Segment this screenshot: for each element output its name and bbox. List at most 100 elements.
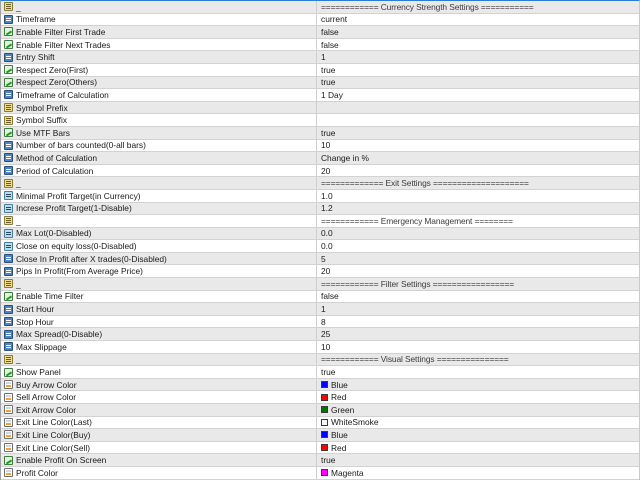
- parameter-name-cell[interactable]: Close In Profit after X trades(0-Disable…: [1, 252, 317, 265]
- table-row[interactable]: _ ============ Currency Strength Settings…: [1, 1, 639, 14]
- parameter-value-cell[interactable]: 20: [317, 265, 639, 277]
- table-row[interactable]: Respect Zero(Others) true: [1, 76, 639, 90]
- table-row[interactable]: _ ============ Visual Settings ==========…: [1, 353, 639, 367]
- parameter-value-cell[interactable]: true: [317, 64, 639, 76]
- parameter-value-cell[interactable]: true: [317, 77, 639, 89]
- parameter-name-cell[interactable]: Exit Line Color(Sell): [1, 441, 317, 454]
- parameter-name-cell[interactable]: Pips In Profit(From Average Price): [1, 265, 317, 278]
- parameter-name-cell[interactable]: Profit Color: [1, 466, 317, 479]
- parameter-name-cell[interactable]: Enable Filter Next Trades: [1, 38, 317, 51]
- parameter-name-cell[interactable]: Exit Line Color(Buy): [1, 429, 317, 441]
- parameter-value-cell[interactable]: 1 Day: [317, 89, 639, 101]
- parameter-name-cell[interactable]: Enable Filter First Trade: [1, 26, 317, 38]
- parameter-name-cell[interactable]: Max Spread(0-Disable): [1, 328, 317, 341]
- parameter-value-cell[interactable]: Red: [317, 442, 639, 454]
- parameter-name-cell[interactable]: Minimal Profit Target(in Currency): [1, 189, 317, 202]
- parameter-name-cell[interactable]: _: [1, 353, 317, 366]
- parameter-value-cell[interactable]: Magenta: [317, 467, 639, 479]
- table-row[interactable]: Symbol Suffix: [1, 114, 639, 127]
- table-row[interactable]: Close In Profit after X trades(0-Disable…: [1, 252, 639, 266]
- parameter-name-cell[interactable]: Show Panel: [1, 366, 317, 378]
- parameter-name-cell[interactable]: Symbol Prefix: [1, 101, 317, 114]
- parameter-name-cell[interactable]: Symbol Suffix: [1, 114, 317, 126]
- table-row[interactable]: Entry Shift 1: [1, 51, 639, 64]
- table-row[interactable]: Stop Hour 8: [1, 315, 639, 329]
- parameter-value-cell[interactable]: false: [317, 291, 639, 303]
- parameter-name-cell[interactable]: Entry Shift: [1, 51, 317, 63]
- parameter-name-cell[interactable]: Number of bars counted(0-all bars): [1, 139, 317, 152]
- parameter-value-cell[interactable]: 1.2: [317, 203, 639, 215]
- parameter-value-cell[interactable]: 8: [317, 316, 639, 328]
- parameter-value-cell[interactable]: true: [317, 454, 639, 466]
- parameter-name-cell[interactable]: Respect Zero(Others): [1, 76, 317, 89]
- parameter-value-cell[interactable]: [317, 102, 639, 114]
- parameter-name-cell[interactable]: Sell Arrow Color: [1, 391, 317, 403]
- table-row[interactable]: Exit Line Color(Buy) Blue: [1, 429, 639, 442]
- parameter-name-cell[interactable]: Timeframe of Calculation: [1, 89, 317, 101]
- parameter-name-cell[interactable]: Start Hour: [1, 303, 317, 315]
- table-row[interactable]: Symbol Prefix: [1, 101, 639, 115]
- parameter-value-cell[interactable]: Blue: [317, 379, 639, 391]
- table-row[interactable]: Timeframe current: [1, 13, 639, 27]
- parameter-name-cell[interactable]: Max Slippage: [1, 341, 317, 353]
- parameter-name-cell[interactable]: Timeframe: [1, 13, 317, 26]
- table-row[interactable]: Max Slippage 10: [1, 341, 639, 354]
- table-row[interactable]: _ ============ Emergency Management =====…: [1, 215, 639, 228]
- table-row[interactable]: Max Spread(0-Disable) 25: [1, 328, 639, 342]
- parameter-name-cell[interactable]: _: [1, 215, 317, 227]
- parameter-name-cell[interactable]: Exit Arrow Color: [1, 404, 317, 416]
- table-row[interactable]: Enable Filter First Trade false: [1, 26, 639, 39]
- parameter-value-cell[interactable]: true: [317, 366, 639, 378]
- parameter-value-cell[interactable]: current: [317, 14, 639, 26]
- table-row[interactable]: Enable Time Filter false: [1, 290, 639, 304]
- parameter-name-cell[interactable]: _: [1, 177, 317, 189]
- parameter-value-cell[interactable]: ============= Exit Settings ============…: [317, 177, 639, 189]
- parameter-name-cell[interactable]: Increse Profit Target(1-Disable): [1, 202, 317, 215]
- table-row[interactable]: Enable Filter Next Trades false: [1, 38, 639, 52]
- parameter-name-cell[interactable]: _: [1, 1, 317, 13]
- parameter-value-cell[interactable]: Change in %: [317, 152, 639, 164]
- parameter-name-cell[interactable]: Max Lot(0-Disabled): [1, 227, 317, 240]
- parameter-value-cell[interactable]: 5: [317, 253, 639, 265]
- table-row[interactable]: Profit Color Magenta: [1, 466, 639, 480]
- table-row[interactable]: Show Panel true: [1, 366, 639, 379]
- table-row[interactable]: Use MTF Bars true: [1, 126, 639, 140]
- table-row[interactable]: Period of Calculation 20: [1, 164, 639, 178]
- table-row[interactable]: Start Hour 1: [1, 303, 639, 316]
- parameter-value-cell[interactable]: 0.0: [317, 240, 639, 252]
- table-row[interactable]: Method of Calculation Change in %: [1, 152, 639, 165]
- parameter-value-cell[interactable]: 10: [317, 140, 639, 152]
- table-row[interactable]: Exit Arrow Color Green: [1, 404, 639, 417]
- table-row[interactable]: _ ============ Filter Settings ==========…: [1, 278, 639, 291]
- table-row[interactable]: Buy Arrow Color Blue: [1, 378, 639, 392]
- parameter-name-cell[interactable]: Buy Arrow Color: [1, 378, 317, 391]
- table-row[interactable]: Exit Line Color(Last) WhiteSmoke: [1, 416, 639, 430]
- table-row[interactable]: Close on equity loss(0-Disabled) 0.0: [1, 240, 639, 253]
- parameter-value-cell[interactable]: true: [317, 127, 639, 139]
- table-row[interactable]: Max Lot(0-Disabled) 0.0: [1, 227, 639, 241]
- table-row[interactable]: Minimal Profit Target(in Currency) 1.0: [1, 189, 639, 203]
- parameter-value-cell[interactable]: ============ Filter Settings ===========…: [317, 278, 639, 290]
- parameter-name-cell[interactable]: _: [1, 278, 317, 290]
- parameter-value-cell[interactable]: false: [317, 26, 639, 38]
- parameter-value-cell[interactable]: ============ Currency Strength Settings …: [317, 1, 639, 13]
- parameter-name-cell[interactable]: Stop Hour: [1, 315, 317, 328]
- table-row[interactable]: Sell Arrow Color Red: [1, 391, 639, 404]
- table-row[interactable]: Timeframe of Calculation 1 Day: [1, 89, 639, 102]
- table-row[interactable]: _ ============= Exit Settings ===========…: [1, 177, 639, 190]
- table-row[interactable]: Number of bars counted(0-all bars) 10: [1, 139, 639, 153]
- parameter-value-cell[interactable]: Red: [317, 391, 639, 403]
- parameter-name-cell[interactable]: Method of Calculation: [1, 152, 317, 164]
- table-row[interactable]: Enable Profit On Screen true: [1, 454, 639, 467]
- table-row[interactable]: Exit Line Color(Sell) Red: [1, 441, 639, 455]
- table-row[interactable]: Increse Profit Target(1-Disable) 1.2: [1, 202, 639, 216]
- parameter-value-cell[interactable]: 25: [317, 328, 639, 340]
- parameter-value-cell[interactable]: 0.0: [317, 228, 639, 240]
- parameter-value-cell[interactable]: [317, 114, 639, 126]
- parameter-value-cell[interactable]: 10: [317, 341, 639, 353]
- parameter-value-cell[interactable]: ============ Visual Settings ===========…: [317, 354, 639, 366]
- parameter-value-cell[interactable]: ============ Emergency Management ======…: [317, 215, 639, 227]
- parameter-value-cell[interactable]: 1: [317, 303, 639, 315]
- table-row[interactable]: Pips In Profit(From Average Price) 20: [1, 265, 639, 279]
